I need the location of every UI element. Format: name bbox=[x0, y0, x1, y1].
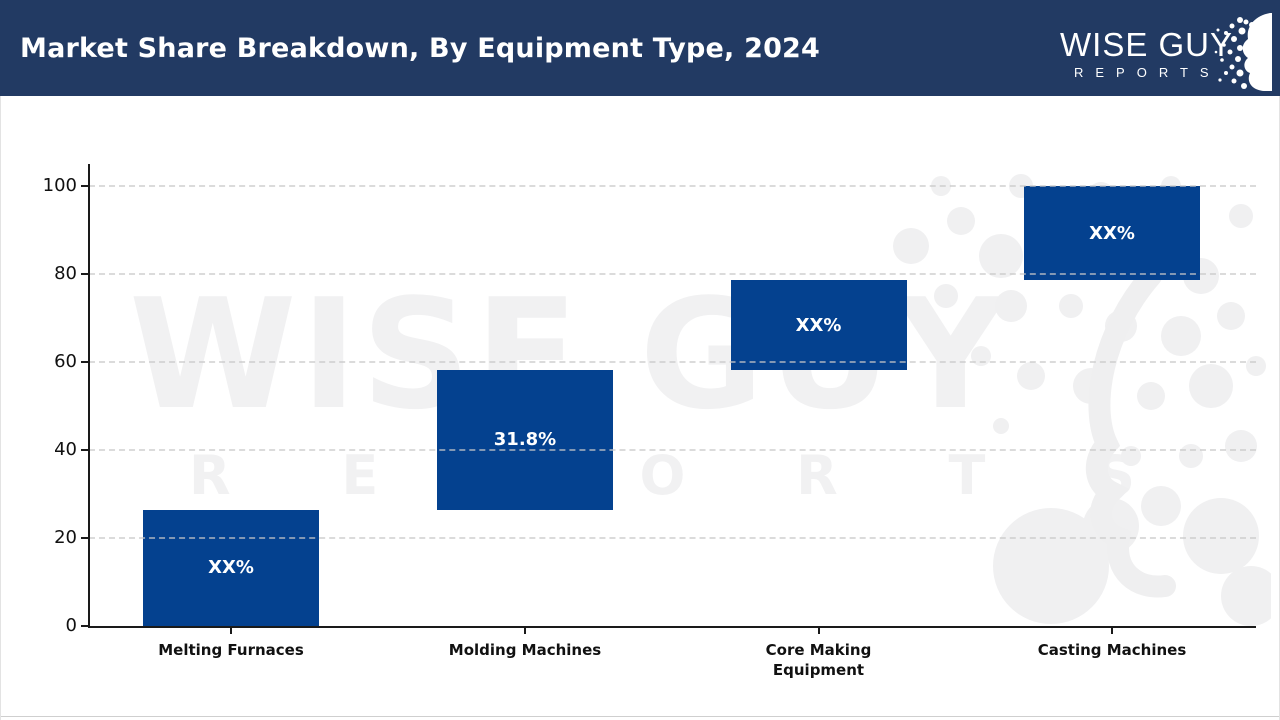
bar-value-label: 31.8% bbox=[493, 429, 557, 451]
x-category-label: Casting Machines bbox=[1037, 641, 1187, 659]
bar-value-label: XX% bbox=[208, 557, 254, 579]
y-tick-mark bbox=[81, 273, 89, 275]
x-category-label: Molding Machines bbox=[448, 641, 602, 659]
y-tick-label: 20 bbox=[54, 527, 77, 548]
x-axis-line bbox=[88, 626, 1256, 628]
bar-value-label: XX% bbox=[1089, 222, 1135, 244]
x-tick-mark bbox=[817, 628, 820, 634]
x-category-label: Melting Furnaces bbox=[158, 641, 304, 659]
x-tick-mark bbox=[524, 628, 526, 634]
y-tick-label: 40 bbox=[54, 439, 77, 460]
bar-segment: 31.8% bbox=[437, 369, 613, 510]
logo-subtitle: REPORTS bbox=[1074, 65, 1221, 80]
chart-area: WISE GUY R E P O R T S 0 20 40 60 80 100 XX% Me… bbox=[0, 96, 1280, 720]
page-title: Market Share Breakdown, By Equipment Typ… bbox=[20, 32, 821, 64]
y-tick-mark bbox=[81, 185, 89, 187]
logo-wordmark: WISE GUY bbox=[1060, 26, 1234, 63]
y-tick-label: 100 bbox=[42, 175, 77, 196]
gridline-100 bbox=[89, 185, 1256, 187]
watermark-subtitle: R E P O R T S bbox=[189, 444, 1182, 507]
face-profile-dots-icon bbox=[1214, 13, 1272, 91]
bar-segment: XX% bbox=[1024, 186, 1200, 281]
header-bar: Market Share Breakdown, By Equipment Typ… bbox=[0, 0, 1280, 96]
x-tick-mark bbox=[230, 628, 232, 634]
y-tick-label: 0 bbox=[65, 615, 77, 636]
bar-value-label: XX% bbox=[795, 314, 842, 336]
bar-segment: XX% bbox=[143, 509, 319, 626]
y-tick-label: 60 bbox=[54, 351, 77, 372]
x-tick-mark bbox=[1111, 628, 1113, 634]
y-axis-line bbox=[88, 164, 90, 628]
gridline-20 bbox=[89, 537, 1256, 539]
y-tick-mark bbox=[81, 625, 89, 627]
bar-segment: XX% bbox=[730, 280, 907, 370]
y-tick-mark bbox=[81, 537, 89, 539]
x-category-label: Core Making Equipment bbox=[765, 641, 872, 679]
gridline-60 bbox=[89, 361, 1256, 363]
wise-guy-reports-logo: WISE GUY REPORTS bbox=[1028, 10, 1272, 91]
gridline-40 bbox=[89, 449, 1256, 451]
page-bottom-border bbox=[1, 716, 1279, 717]
y-tick-label: 80 bbox=[54, 263, 77, 284]
y-tick-mark bbox=[81, 449, 89, 451]
y-tick-mark bbox=[81, 361, 89, 363]
gridline-80 bbox=[89, 273, 1256, 275]
